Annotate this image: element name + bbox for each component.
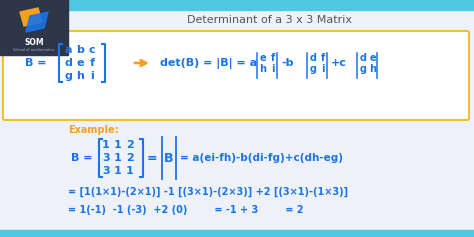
Text: 3: 3 bbox=[102, 166, 110, 176]
Text: = a(ei-fh)-b(di-fg)+c(dh-eg): = a(ei-fh)-b(di-fg)+c(dh-eg) bbox=[180, 153, 343, 163]
Text: f: f bbox=[321, 53, 325, 63]
Text: h: h bbox=[76, 71, 84, 81]
Text: 2: 2 bbox=[126, 153, 134, 163]
Text: f: f bbox=[90, 58, 94, 68]
Text: g: g bbox=[310, 64, 317, 74]
Polygon shape bbox=[26, 12, 48, 32]
Text: b: b bbox=[76, 45, 84, 55]
Text: e: e bbox=[76, 58, 84, 68]
Text: e: e bbox=[370, 53, 376, 63]
Text: +c: +c bbox=[331, 58, 347, 68]
Text: f: f bbox=[271, 53, 275, 63]
Text: 2: 2 bbox=[126, 140, 134, 150]
Text: = 1(-1)  -1 (-3)  +2 (0)        = -1 + 3        = 2: = 1(-1) -1 (-3) +2 (0) = -1 + 3 = 2 bbox=[68, 205, 303, 215]
Text: h: h bbox=[259, 64, 266, 74]
Text: g: g bbox=[64, 71, 72, 81]
Text: 1: 1 bbox=[114, 166, 122, 176]
Text: i: i bbox=[271, 64, 275, 74]
Text: e: e bbox=[260, 53, 266, 63]
Text: -b: -b bbox=[281, 58, 293, 68]
FancyBboxPatch shape bbox=[3, 31, 469, 120]
Text: d: d bbox=[310, 53, 317, 63]
Text: 3: 3 bbox=[102, 153, 110, 163]
Text: = [1(1×1)-(2×1)] -1 [(3×1)-(2×3)] +2 [(3×1)-(1×3)]: = [1(1×1)-(2×1)] -1 [(3×1)-(2×3)] +2 [(3… bbox=[68, 187, 348, 197]
Bar bbox=[0, 0, 474, 10]
Text: 1: 1 bbox=[102, 140, 110, 150]
Text: SOM: SOM bbox=[24, 37, 44, 46]
Text: d: d bbox=[64, 58, 72, 68]
Text: School of mathematics: School of mathematics bbox=[13, 48, 55, 52]
Text: c: c bbox=[89, 45, 95, 55]
Text: i: i bbox=[321, 64, 325, 74]
Text: a: a bbox=[64, 45, 72, 55]
Text: d: d bbox=[359, 53, 366, 63]
Text: Determinant of a 3 x 3 Matrix: Determinant of a 3 x 3 Matrix bbox=[188, 15, 353, 25]
Text: Example:: Example: bbox=[68, 125, 118, 135]
Text: 1: 1 bbox=[114, 140, 122, 150]
Text: B: B bbox=[164, 151, 174, 164]
Text: B =: B = bbox=[71, 153, 93, 163]
Text: 1: 1 bbox=[126, 166, 134, 176]
Polygon shape bbox=[20, 8, 42, 26]
Text: =: = bbox=[146, 151, 157, 164]
Text: g: g bbox=[359, 64, 366, 74]
Text: i: i bbox=[90, 71, 94, 81]
Text: h: h bbox=[370, 64, 376, 74]
Bar bbox=[0, 230, 474, 237]
Text: 1: 1 bbox=[114, 153, 122, 163]
Text: det(B) = |B| = a: det(B) = |B| = a bbox=[160, 58, 257, 68]
Bar bbox=[0, 0, 68, 55]
Text: B =: B = bbox=[25, 58, 47, 68]
